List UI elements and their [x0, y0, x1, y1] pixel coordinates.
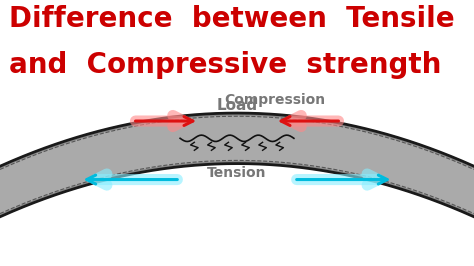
Text: Tension: Tension — [207, 166, 267, 180]
Text: and  Compressive  strength: and Compressive strength — [9, 51, 442, 78]
Text: Difference  between  Tensile: Difference between Tensile — [9, 5, 455, 33]
Text: Load: Load — [217, 98, 257, 113]
Text: Compression: Compression — [224, 93, 326, 107]
